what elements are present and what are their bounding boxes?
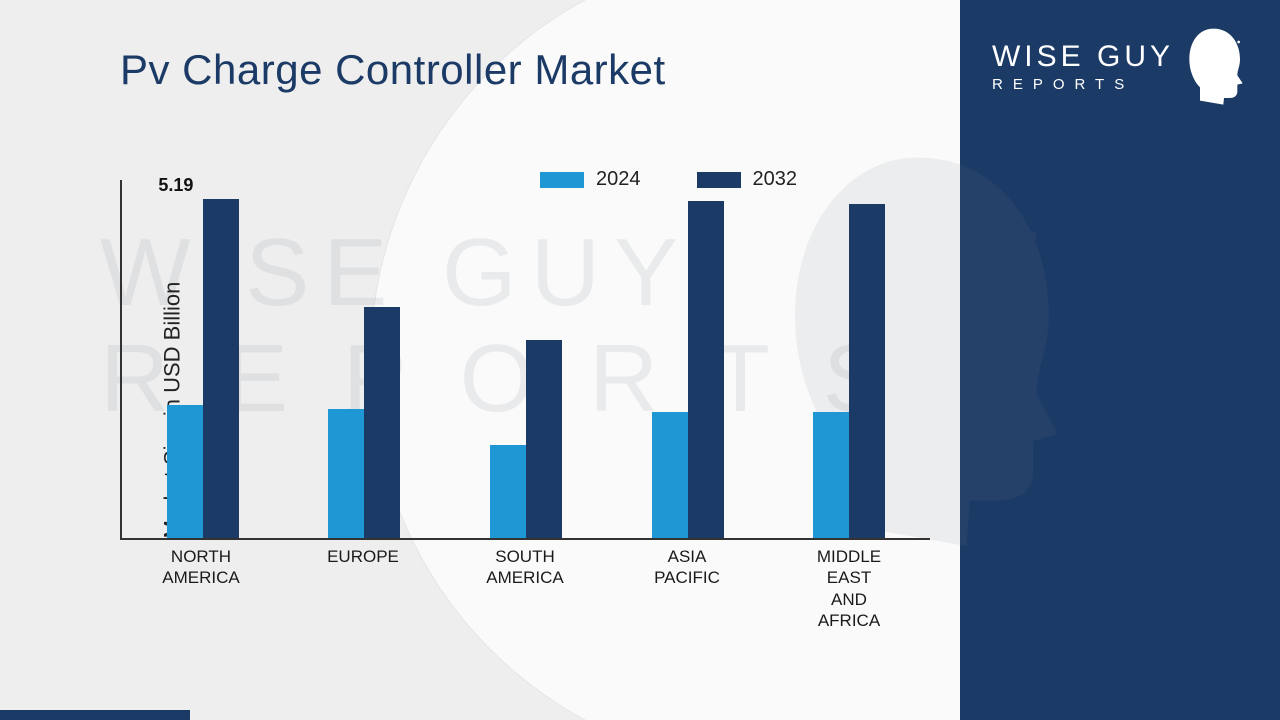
bar bbox=[849, 204, 885, 538]
bar-group bbox=[328, 307, 400, 538]
bar bbox=[490, 445, 526, 538]
category-label: MIDDLE EAST AND AFRICA bbox=[789, 546, 909, 631]
brand-head-icon bbox=[1176, 26, 1248, 106]
brand-logo-text: WISE GUY REPORTS bbox=[992, 40, 1174, 93]
bar bbox=[688, 201, 724, 538]
category-label: NORTH AMERICA bbox=[141, 546, 261, 631]
brand-logo-line1: WISE GUY bbox=[992, 40, 1174, 74]
category-labels: NORTH AMERICA EUROPE SOUTH AMERICA ASIA PAC… bbox=[120, 546, 930, 631]
bar bbox=[813, 412, 849, 538]
category-label: EUROPE bbox=[303, 546, 423, 631]
chart-slide: Pv Charge Controller Market WISE GUY R E… bbox=[0, 0, 1280, 720]
bar-group bbox=[490, 340, 562, 538]
bar-group: 5.19 bbox=[167, 199, 239, 538]
bar bbox=[526, 340, 562, 538]
bar bbox=[364, 307, 400, 538]
chart-title: Pv Charge Controller Market bbox=[120, 46, 666, 94]
bar bbox=[203, 199, 239, 538]
bar-group bbox=[813, 204, 885, 538]
bar-groups: 5.19 bbox=[122, 180, 930, 538]
plot-region: 5.19 bbox=[120, 180, 930, 540]
chart-area: Market Size in USD Billion 5.19 NORTH AM… bbox=[100, 160, 930, 660]
category-label: ASIA PACIFIC bbox=[627, 546, 747, 631]
bar bbox=[652, 412, 688, 538]
bar-value-label: 5.19 bbox=[158, 175, 193, 401]
bottom-accent-bar bbox=[0, 710, 190, 720]
bar-group bbox=[652, 201, 724, 538]
brand-logo-line2: REPORTS bbox=[992, 76, 1174, 93]
bar bbox=[328, 409, 364, 538]
brand-logo: WISE GUY REPORTS bbox=[992, 26, 1248, 106]
category-label: SOUTH AMERICA bbox=[465, 546, 585, 631]
bar bbox=[167, 405, 203, 538]
